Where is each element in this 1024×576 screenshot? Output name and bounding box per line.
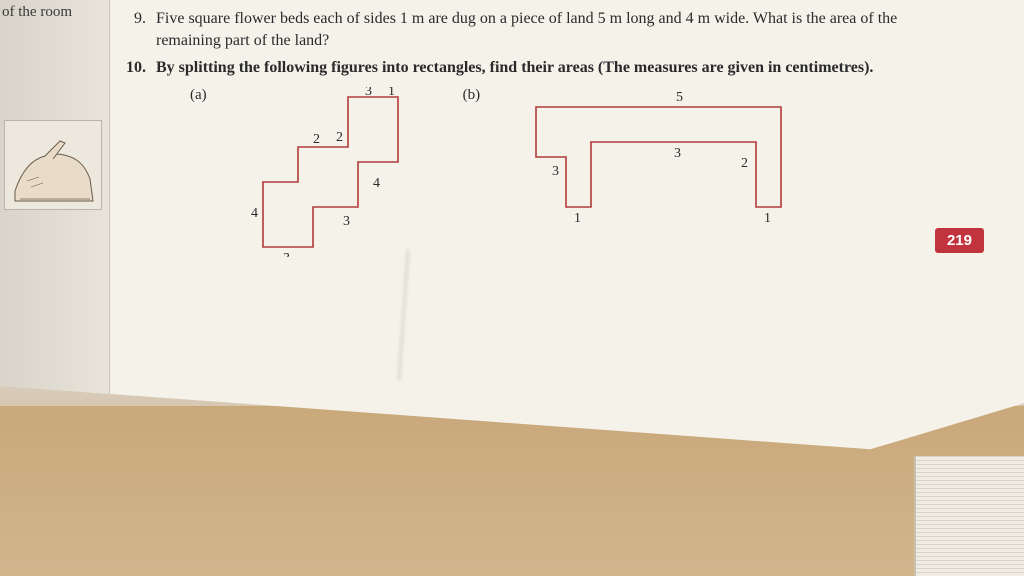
dim-label: 1 xyxy=(388,87,395,99)
figure-a-outline xyxy=(263,97,398,247)
question-number: 9. xyxy=(120,8,146,51)
figure-a-label: (a) xyxy=(190,87,207,104)
dim-label: 2 xyxy=(741,156,748,171)
dim-label: 4 xyxy=(251,206,258,221)
textbook-page: of the room 9. Five square flower beds e… xyxy=(0,0,1024,576)
book-edge xyxy=(914,456,1024,576)
page-number-badge: 219 xyxy=(935,228,984,253)
figure-a: 3 1 2 2 4 4 3 3 xyxy=(243,87,433,257)
question-10: 10. By splitting the following figures i… xyxy=(120,57,964,79)
prev-page-fragment: of the room xyxy=(2,4,72,21)
figure-b: 5 3 3 2 1 1 xyxy=(516,87,806,237)
dim-label: 2 xyxy=(313,132,320,147)
figures-row: (a) 3 1 2 2 4 4 3 3 (b) 5 3 3 2 1 1 xyxy=(190,87,964,257)
hand-illustration xyxy=(4,120,102,210)
figure-b-label: (b) xyxy=(463,87,481,104)
page-gutter: of the room xyxy=(0,0,110,576)
dim-label: 1 xyxy=(574,211,581,226)
dim-label: 3 xyxy=(365,87,372,99)
dim-label: 3 xyxy=(674,146,681,161)
question-text: Five square flower beds each of sides 1 … xyxy=(156,8,964,51)
dim-label: 3 xyxy=(283,251,290,257)
page-tear xyxy=(397,250,409,380)
dim-label: 3 xyxy=(343,214,350,229)
question-text: By splitting the following figures into … xyxy=(156,57,964,79)
dim-label: 2 xyxy=(336,130,343,145)
question-9: 9. Five square flower beds each of sides… xyxy=(120,8,964,51)
question-number: 10. xyxy=(120,57,146,79)
dim-label: 5 xyxy=(676,90,683,105)
dim-label: 3 xyxy=(552,164,559,179)
dim-label: 4 xyxy=(373,176,380,191)
dim-label: 1 xyxy=(764,211,771,226)
